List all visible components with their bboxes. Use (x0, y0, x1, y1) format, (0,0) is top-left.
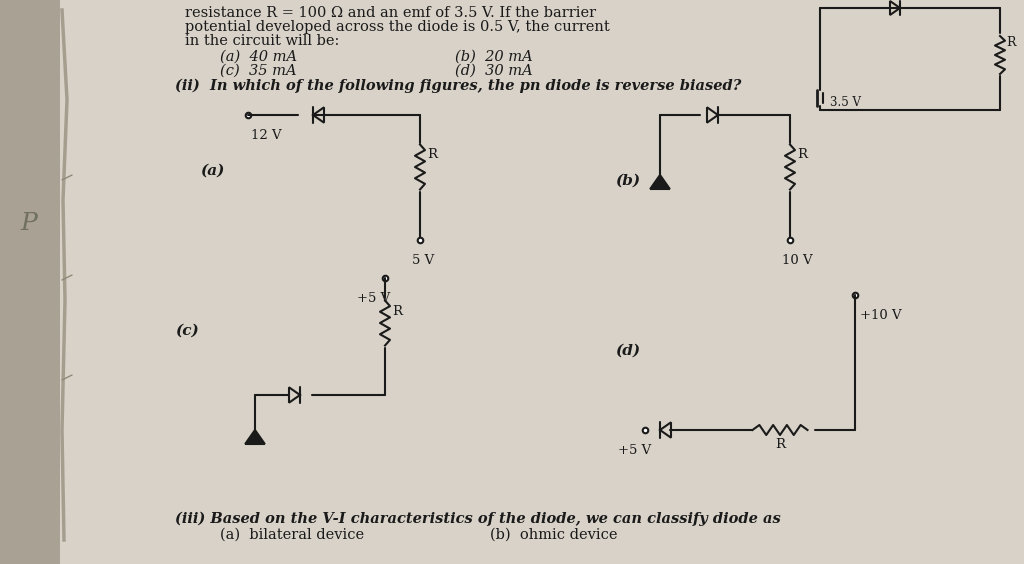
Text: R: R (392, 305, 402, 318)
Text: (c)  35 mA: (c) 35 mA (220, 64, 297, 78)
Text: R: R (797, 148, 807, 161)
Polygon shape (245, 430, 265, 444)
Text: 10 V: 10 V (782, 254, 813, 267)
Text: +5 V: +5 V (357, 292, 390, 305)
Text: P: P (20, 212, 37, 235)
Text: (b)  20 mA: (b) 20 mA (455, 50, 532, 64)
Text: 3.5 V: 3.5 V (830, 95, 861, 108)
Text: 5 V: 5 V (412, 254, 434, 267)
Text: (a)  40 mA: (a) 40 mA (220, 50, 297, 64)
Text: (d)  30 mA: (d) 30 mA (455, 64, 532, 78)
Text: (a): (a) (200, 164, 224, 178)
Text: R: R (427, 148, 437, 161)
Text: (iii) Based on the V-I characteristics of the diode, we can classify diode as: (iii) Based on the V-I characteristics o… (175, 512, 780, 526)
Text: (b): (b) (615, 174, 640, 188)
Text: (b)  ohmic device: (b) ohmic device (490, 528, 617, 542)
Text: resistance R = 100 Ω and an emf of 3.5 V. If the barrier: resistance R = 100 Ω and an emf of 3.5 V… (185, 6, 596, 20)
Text: R: R (1006, 36, 1016, 49)
Text: 12 V: 12 V (251, 129, 282, 142)
Text: in the circuit will be:: in the circuit will be: (185, 34, 339, 48)
Text: (d): (d) (615, 344, 640, 358)
Text: +5 V: +5 V (618, 444, 651, 457)
Bar (0, 0, 60, 564)
Text: potential developed across the diode is 0.5 V, the current: potential developed across the diode is … (185, 20, 609, 34)
Text: (c): (c) (175, 324, 199, 338)
Text: (a)  bilateral device: (a) bilateral device (220, 528, 365, 542)
Text: R: R (775, 438, 785, 451)
Text: +10 V: +10 V (860, 309, 901, 322)
Text: (ii)  In which of the following figures, the pn diode is reverse biased?: (ii) In which of the following figures, … (175, 79, 741, 94)
Polygon shape (650, 175, 670, 189)
